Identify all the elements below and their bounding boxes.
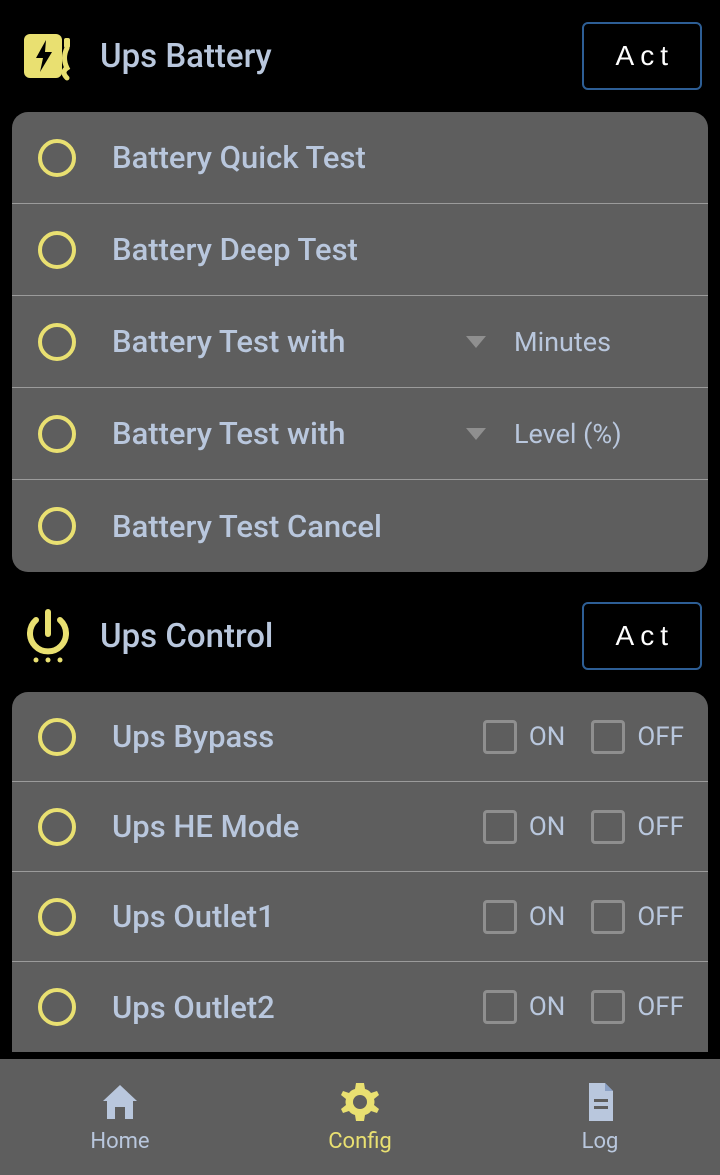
on-off-group: ON OFF xyxy=(483,720,684,754)
battery-act-button[interactable]: Act xyxy=(582,22,702,90)
ups-outlet2-row[interactable]: Ups Outlet2 ON OFF xyxy=(12,962,708,1052)
nav-home[interactable]: Home xyxy=(0,1059,240,1175)
bottom-nav: Home Config Log xyxy=(0,1059,720,1175)
control-section-title: Ups Control xyxy=(100,617,582,656)
gear-icon xyxy=(339,1081,381,1123)
radio-icon[interactable] xyxy=(38,808,76,846)
off-label: OFF xyxy=(637,902,684,932)
radio-icon[interactable] xyxy=(38,898,76,936)
row-label: Battery Test with xyxy=(112,323,345,360)
home-icon xyxy=(99,1081,141,1123)
on-checkbox[interactable] xyxy=(483,720,517,754)
radio-icon[interactable] xyxy=(38,139,76,177)
chevron-down-icon[interactable] xyxy=(466,428,486,440)
radio-icon[interactable] xyxy=(38,231,76,269)
on-label: ON xyxy=(529,812,565,842)
radio-icon[interactable] xyxy=(38,415,76,453)
ups-outlet1-row[interactable]: Ups Outlet1 ON OFF xyxy=(12,872,708,962)
on-checkbox[interactable] xyxy=(483,810,517,844)
off-checkbox[interactable] xyxy=(591,810,625,844)
radio-icon[interactable] xyxy=(38,323,76,361)
chevron-down-icon[interactable] xyxy=(466,336,486,348)
row-label: Battery Test with xyxy=(112,415,345,452)
control-panel: Ups Bypass ON OFF Ups HE Mode ON OFF xyxy=(12,692,708,1052)
row-label: Battery Deep Test xyxy=(112,231,684,268)
off-label: OFF xyxy=(637,722,684,752)
on-checkbox[interactable] xyxy=(483,900,517,934)
nav-label: Config xyxy=(328,1129,392,1154)
file-icon xyxy=(579,1081,621,1123)
on-label: ON xyxy=(529,902,565,932)
off-checkbox[interactable] xyxy=(591,900,625,934)
nav-config[interactable]: Config xyxy=(240,1059,480,1175)
battery-test-cancel-row[interactable]: Battery Test Cancel xyxy=(12,480,708,572)
nav-label: Log xyxy=(582,1129,619,1154)
battery-panel: Battery Quick Test Battery Deep Test Bat… xyxy=(12,112,708,572)
content-area: Ups Battery Act Battery Quick Test Batte… xyxy=(0,0,720,1059)
on-checkbox[interactable] xyxy=(483,990,517,1024)
radio-icon[interactable] xyxy=(38,988,76,1026)
row-label: Ups HE Mode xyxy=(112,808,483,845)
on-off-group: ON OFF xyxy=(483,810,684,844)
battery-icon xyxy=(20,28,76,84)
battery-test-minutes-row[interactable]: Battery Test with Minutes xyxy=(12,296,708,388)
on-label: ON xyxy=(529,722,565,752)
battery-test-level-row[interactable]: Battery Test with Level (%) xyxy=(12,388,708,480)
radio-icon[interactable] xyxy=(38,718,76,756)
row-label: Ups Outlet1 xyxy=(112,898,483,935)
battery-section-title: Ups Battery xyxy=(100,37,582,76)
battery-deep-test-row[interactable]: Battery Deep Test xyxy=(12,204,708,296)
nav-label: Home xyxy=(90,1129,149,1154)
nav-log[interactable]: Log xyxy=(480,1059,720,1175)
ups-he-mode-row[interactable]: Ups HE Mode ON OFF xyxy=(12,782,708,872)
row-label: Ups Bypass xyxy=(112,718,483,755)
screen: Ups Battery Act Battery Quick Test Batte… xyxy=(0,0,720,1175)
control-act-button[interactable]: Act xyxy=(582,602,702,670)
row-label: Ups Outlet2 xyxy=(112,989,483,1026)
power-icon xyxy=(20,608,76,664)
on-label: ON xyxy=(529,992,565,1022)
battery-quick-test-row[interactable]: Battery Quick Test xyxy=(12,112,708,204)
ups-bypass-row[interactable]: Ups Bypass ON OFF xyxy=(12,692,708,782)
on-off-group: ON OFF xyxy=(483,990,684,1024)
off-label: OFF xyxy=(637,992,684,1022)
row-label: Battery Quick Test xyxy=(112,139,684,176)
control-section-header: Ups Control Act xyxy=(0,572,720,692)
unit-label: Minutes xyxy=(514,326,684,358)
on-off-group: ON OFF xyxy=(483,900,684,934)
radio-icon[interactable] xyxy=(38,507,76,545)
battery-section-header: Ups Battery Act xyxy=(0,0,720,112)
off-label: OFF xyxy=(637,812,684,842)
row-label: Battery Test Cancel xyxy=(112,508,684,545)
unit-label: Level (%) xyxy=(514,418,684,450)
off-checkbox[interactable] xyxy=(591,720,625,754)
off-checkbox[interactable] xyxy=(591,990,625,1024)
